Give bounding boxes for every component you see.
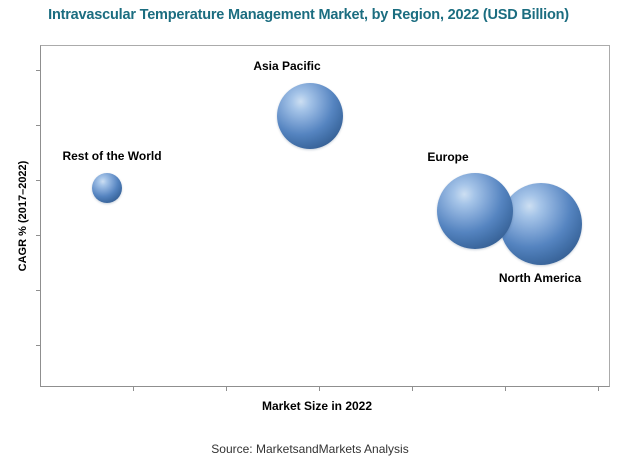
x-axis-tick [598, 387, 599, 391]
x-axis-tick [226, 387, 227, 391]
y-axis-tick [36, 345, 40, 346]
y-axis-tick [36, 125, 40, 126]
x-axis-tick [319, 387, 320, 391]
bubble-north-america [500, 183, 582, 265]
bubble-label-europe: Europe [427, 150, 469, 164]
y-axis-tick [36, 180, 40, 181]
bubble-label-north-america: North America [498, 271, 582, 285]
y-axis-tick [36, 235, 40, 236]
bubble-label-rest-of-the-world: Rest of the World [62, 149, 162, 163]
bubble-rest-of-the-world [92, 173, 122, 203]
page-title: Intravascular Temperature Management Mar… [48, 7, 569, 23]
x-axis-tick [505, 387, 506, 391]
x-axis-title: Market Size in 2022 [261, 399, 373, 413]
source-note: Source: MarketsandMarkets Analysis [211, 442, 409, 456]
y-axis-tick [36, 290, 40, 291]
bubble-asia-pacific [277, 83, 343, 149]
x-axis-tick [412, 387, 413, 391]
x-axis-tick [133, 387, 134, 391]
y-axis-tick [36, 70, 40, 71]
bubble-europe [437, 173, 513, 249]
y-axis-title: CAGR % (2017–2022) [17, 160, 29, 272]
bubble-label-asia-pacific: Asia Pacific [253, 59, 321, 73]
